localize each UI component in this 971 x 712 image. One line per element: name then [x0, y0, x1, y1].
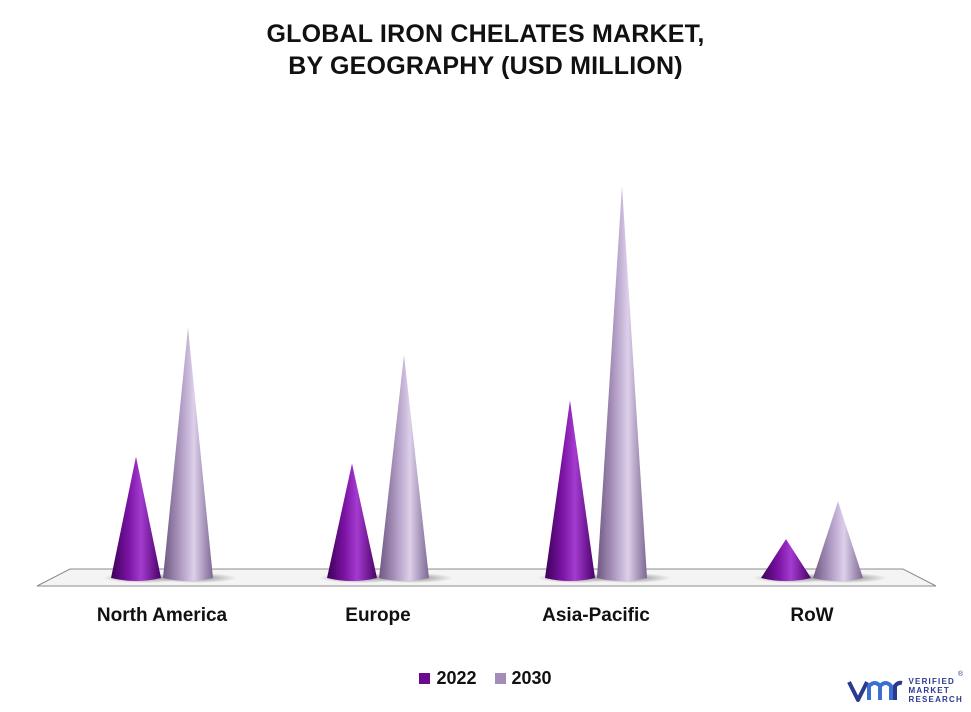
chart-title: GLOBAL IRON CHELATES MARKET, BY GEOGRAPH… — [0, 18, 971, 82]
category-label-europe: Europe — [345, 605, 410, 626]
cone-asia-pacific-2022 — [545, 400, 595, 581]
chart-title-line-1: GLOBAL IRON CHELATES MARKET, — [266, 20, 705, 48]
legend-label-2022: 2022 — [436, 668, 477, 688]
category-label-north-america: North America — [97, 605, 228, 626]
chart-title-line-2: BY GEOGRAPHY (USD MILLION) — [288, 52, 683, 80]
vmr-mark-icon — [846, 680, 902, 702]
legend-item-2022: 2022 — [419, 668, 477, 689]
cone-layer — [111, 185, 863, 581]
registered-mark: ® — [957, 671, 963, 678]
legend-swatch-2022 — [419, 673, 431, 684]
vmr-line-2: MARKET — [908, 686, 950, 695]
category-label-layer: North America Europe Asia-Pacific RoW — [97, 605, 834, 626]
cone-europe-2030 — [379, 354, 429, 581]
vmr-line-3: RESEARCH — [908, 695, 963, 704]
cone-north-america-2022 — [111, 456, 161, 581]
vmr-logo: VERIFIED MARKET RESEARCH ® — [846, 671, 964, 704]
category-label-asia-pacific: Asia-Pacific — [542, 605, 650, 626]
cone-europe-2022 — [327, 463, 377, 581]
legend-item-2030: 2030 — [494, 668, 552, 689]
vmr-line-1: VERIFIED — [908, 677, 955, 686]
vmr-wordmark: VERIFIED MARKET RESEARCH — [909, 677, 964, 704]
cone-row-2030 — [813, 501, 863, 581]
legend: 2022 2030 — [0, 668, 971, 689]
cone-north-america-2030 — [163, 327, 213, 581]
category-label-row: RoW — [790, 605, 833, 626]
legend-swatch-2030 — [494, 673, 506, 684]
cone-row-2022 — [761, 539, 811, 581]
cone-asia-pacific-2030 — [597, 185, 647, 581]
legend-label-2030: 2030 — [511, 668, 552, 688]
